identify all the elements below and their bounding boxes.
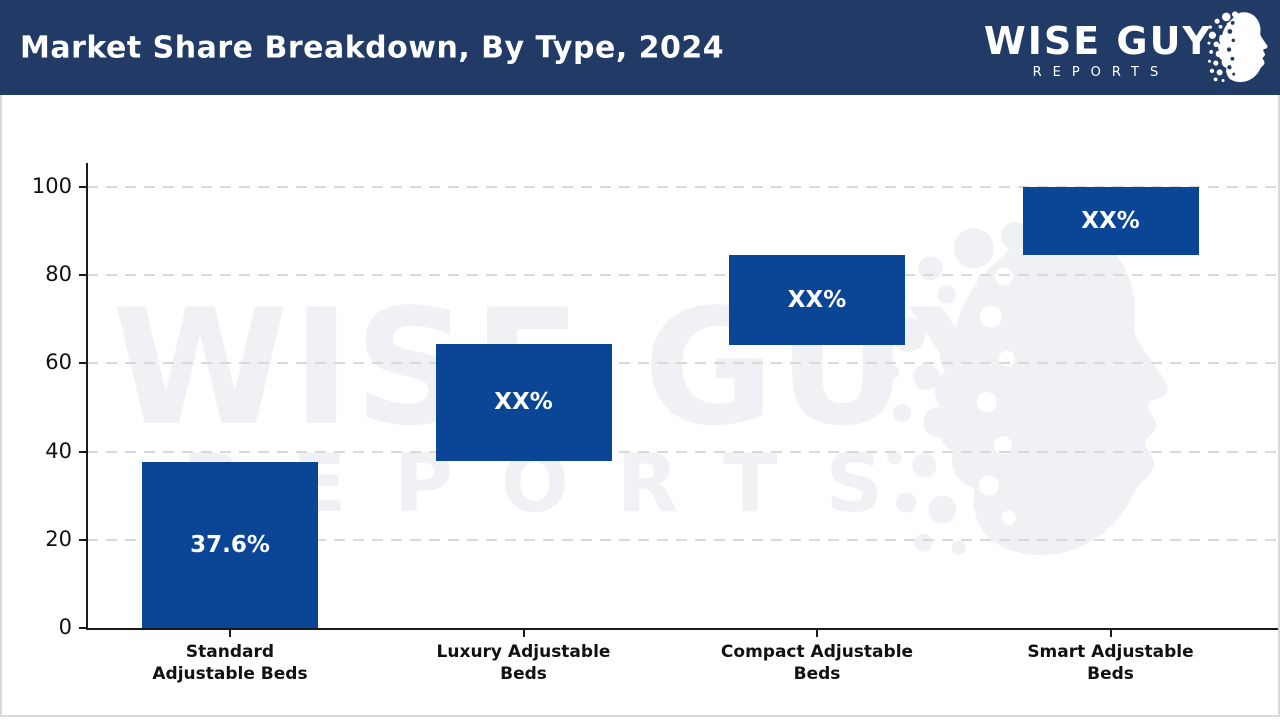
gridline — [87, 186, 1278, 188]
y-tick-mark — [79, 450, 87, 453]
gridline — [87, 450, 1278, 453]
bar-value-label: XX% — [494, 389, 553, 416]
x-tick-mark — [229, 629, 231, 637]
y-tick-mark — [79, 186, 87, 188]
y-tick-label: 0 — [58, 615, 72, 639]
x-tick-mark — [816, 629, 818, 637]
bar: 37.6% — [142, 462, 318, 628]
logo-subtext: REPORTS — [1032, 65, 1170, 80]
y-tick-mark — [79, 274, 87, 277]
page-title: Market Share Breakdown, By Type, 2024 — [20, 30, 725, 65]
bar: XX% — [1022, 187, 1199, 255]
x-category-label: Standard Adjustable Beds — [152, 642, 308, 685]
y-tick-label: 40 — [45, 438, 72, 463]
bar-value-label: XX% — [787, 286, 847, 313]
bar: XX% — [435, 343, 612, 461]
x-tick-mark — [522, 629, 525, 637]
y-tick-label: 100 — [31, 174, 72, 198]
gridline — [87, 274, 1278, 277]
y-tick-mark — [79, 538, 87, 541]
logo-face-icon — [1207, 11, 1268, 83]
x-category-label: Smart Adjustable Beds — [1027, 642, 1194, 685]
bar: XX% — [729, 254, 905, 345]
y-tick-mark — [79, 362, 87, 365]
logo-wordmark: WISE GUY — [983, 19, 1212, 63]
y-tick-label: 60 — [45, 350, 72, 375]
y-tick-label: 80 — [45, 262, 72, 287]
y-axis-line — [86, 163, 88, 630]
x-category-label: Compact Adjustable Beds — [720, 642, 914, 685]
gridline — [87, 538, 1278, 541]
gridline — [87, 362, 1278, 365]
x-category-label: Luxury Adjustable Beds — [436, 642, 611, 685]
logo: WISE GUY REPORTS — [984, 4, 1270, 87]
header: Market Share Breakdown, By Type, 2024 WI… — [0, 0, 1280, 95]
y-tick-mark — [79, 627, 87, 629]
bar-value-label: XX% — [1081, 207, 1140, 234]
x-axis-line — [86, 628, 1278, 630]
bar-value-label: 37.6% — [190, 532, 270, 559]
x-tick-mark — [1109, 629, 1112, 637]
y-tick-label: 20 — [45, 526, 72, 551]
logo-text: WISE GUY REPORTS — [984, 22, 1212, 80]
